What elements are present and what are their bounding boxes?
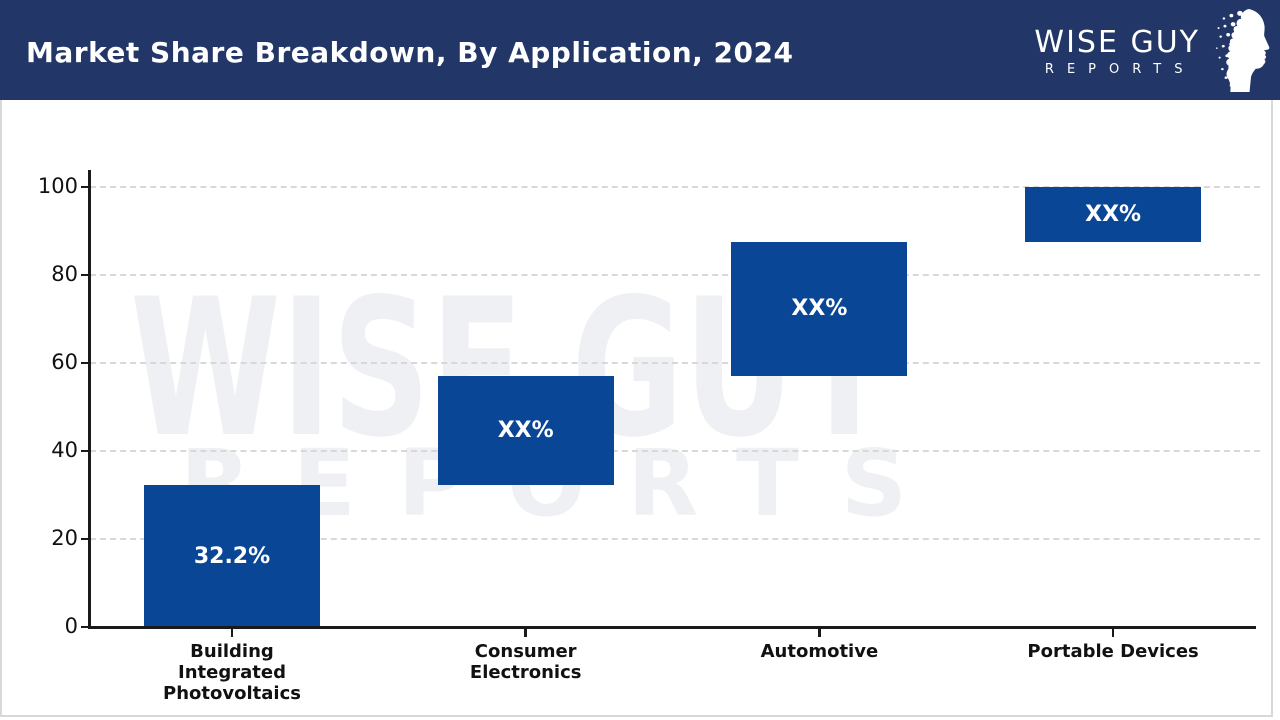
x-category-label-line: Integrated bbox=[178, 662, 286, 683]
bar-segment: XX% bbox=[437, 376, 614, 486]
gridline bbox=[90, 538, 1260, 540]
x-category-label-line: Automotive bbox=[760, 641, 879, 662]
x-category-label: Portable Devices bbox=[973, 641, 1253, 662]
gridline bbox=[90, 362, 1260, 364]
y-tick-mark bbox=[81, 537, 90, 541]
bar-segment: 32.2% bbox=[144, 485, 320, 627]
y-tick-mark bbox=[81, 625, 90, 629]
y-tick-mark bbox=[81, 185, 90, 189]
logo-subtext: REPORTS bbox=[1044, 62, 1196, 77]
y-tick-label: 40 bbox=[51, 438, 78, 462]
y-tick-mark bbox=[81, 449, 90, 453]
x-axis-line bbox=[88, 626, 1256, 629]
y-axis-line bbox=[88, 170, 91, 629]
bar-value-label: XX% bbox=[1085, 201, 1142, 227]
brand-logo: WISE GUY REPORTS bbox=[1034, 26, 1200, 77]
y-tick-label: 60 bbox=[51, 350, 78, 374]
x-category-label-line: Portable Devices bbox=[1027, 641, 1199, 662]
x-category-label: Consumer Electronics bbox=[386, 641, 666, 683]
page-title: Market Share Breakdown, By Application, … bbox=[26, 36, 794, 69]
chart-card: WISE GUY REPORTS 02040608010032.2%Buildi… bbox=[0, 100, 1273, 717]
x-category-label-line: Photovoltaics bbox=[163, 683, 301, 704]
gridline bbox=[90, 186, 1260, 188]
x-tick-mark bbox=[230, 628, 234, 637]
x-category-label-line: Consumer bbox=[474, 641, 577, 662]
logo-wordmark: WISE GUY bbox=[1034, 25, 1200, 60]
x-tick-mark bbox=[524, 628, 527, 637]
y-tick-label: 80 bbox=[51, 262, 78, 286]
x-category-label-line: Electronics bbox=[469, 662, 582, 683]
gridline bbox=[90, 274, 1260, 276]
logo-head-icon bbox=[1215, 8, 1270, 92]
bar-value-label: 32.2% bbox=[193, 543, 271, 569]
watermark-head-icon bbox=[916, 232, 1149, 618]
bar-segment: XX% bbox=[1025, 187, 1202, 242]
y-tick-label: 0 bbox=[64, 614, 78, 638]
x-category-label: Automotive bbox=[679, 641, 959, 662]
x-tick-mark bbox=[818, 628, 821, 637]
header-bar: Market Share Breakdown, By Application, … bbox=[0, 0, 1280, 100]
bar-segment: XX% bbox=[731, 241, 908, 377]
y-tick-mark bbox=[81, 361, 90, 365]
y-tick-label: 100 bbox=[37, 174, 78, 198]
x-category-label-line: Building bbox=[190, 641, 274, 662]
bar-value-label: XX% bbox=[791, 296, 848, 322]
y-tick-label: 20 bbox=[51, 526, 78, 550]
bar-value-label: XX% bbox=[497, 418, 554, 444]
x-category-label: Building Integrated Photovoltaics bbox=[92, 641, 372, 704]
gridline bbox=[90, 450, 1260, 452]
y-tick-mark bbox=[81, 273, 90, 277]
x-tick-mark bbox=[1111, 628, 1115, 637]
